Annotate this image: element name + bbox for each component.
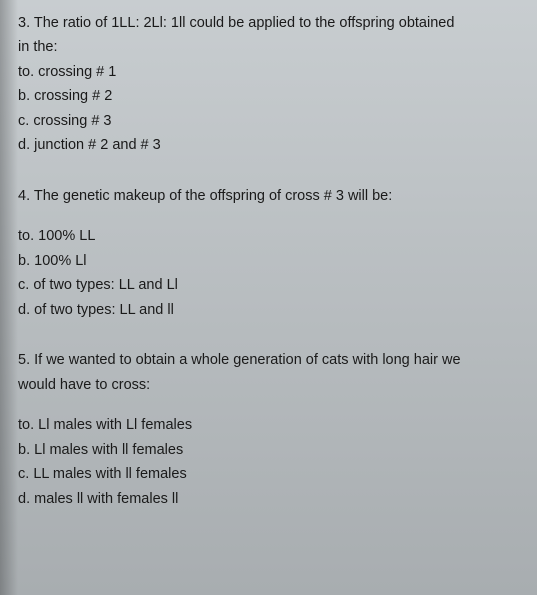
option-label: b. — [18, 253, 30, 269]
question-number: 5. — [18, 352, 30, 368]
option-text: of two types: LL and Ll — [33, 277, 178, 293]
question-stem-extra: in the: — [18, 36, 519, 58]
option-text: junction # 2 and # 3 — [34, 137, 161, 153]
question-text-content: The ratio of 1LL: 2Ll: 1ll could be appl… — [34, 15, 455, 31]
option-label: b. — [18, 442, 30, 458]
option-text: of two types: LL and ll — [34, 302, 174, 318]
option-label: c. — [18, 466, 29, 482]
option-b: b. crossing # 2 — [18, 85, 519, 107]
question-4: 4. The genetic makeup of the offspring o… — [18, 185, 519, 321]
option-c: c. LL males with ll females — [18, 463, 519, 485]
question-stem: 3. The ratio of 1LL: 2Ll: 1ll could be a… — [18, 12, 519, 34]
option-b: b. 100% Ll — [18, 250, 519, 272]
option-c: c. of two types: LL and Ll — [18, 274, 519, 296]
question-stem: 5. If we wanted to obtain a whole genera… — [18, 349, 519, 371]
option-text: crossing # 2 — [34, 88, 112, 104]
option-label: d. — [18, 302, 30, 318]
question-text-content: If we wanted to obtain a whole generatio… — [34, 352, 460, 368]
question-number: 3. — [18, 15, 30, 31]
option-d: d. males ll with females ll — [18, 488, 519, 510]
option-label: d. — [18, 137, 30, 153]
option-a: to. 100% LL — [18, 225, 519, 247]
option-text: 100% LL — [38, 228, 95, 244]
option-text: Ll males with ll females — [34, 442, 183, 458]
question-3: 3. The ratio of 1LL: 2Ll: 1ll could be a… — [18, 12, 519, 157]
option-label: b. — [18, 88, 30, 104]
option-text: males ll with females ll — [34, 491, 178, 507]
option-text: LL males with ll females — [33, 466, 186, 482]
option-label: c. — [18, 277, 29, 293]
option-text: crossing # 3 — [33, 113, 111, 129]
option-c: c. crossing # 3 — [18, 110, 519, 132]
question-text-content: The genetic makeup of the offspring of c… — [34, 188, 392, 204]
option-label: to. — [18, 64, 34, 80]
option-text: Ll males with Ll females — [38, 417, 192, 433]
question-number: 4. — [18, 188, 30, 204]
question-stem-extra: would have to cross: — [18, 374, 519, 396]
option-b: b. Ll males with ll females — [18, 439, 519, 461]
option-label: to. — [18, 228, 34, 244]
option-d: d. junction # 2 and # 3 — [18, 134, 519, 156]
question-5: 5. If we wanted to obtain a whole genera… — [18, 349, 519, 510]
option-a: to. Ll males with Ll females — [18, 414, 519, 436]
option-text: 100% Ll — [34, 253, 86, 269]
option-d: d. of two types: LL and ll — [18, 299, 519, 321]
option-label: c. — [18, 113, 29, 129]
option-label: d. — [18, 491, 30, 507]
option-a: to. crossing # 1 — [18, 61, 519, 83]
option-text: crossing # 1 — [38, 64, 116, 80]
question-stem: 4. The genetic makeup of the offspring o… — [18, 185, 519, 207]
option-label: to. — [18, 417, 34, 433]
